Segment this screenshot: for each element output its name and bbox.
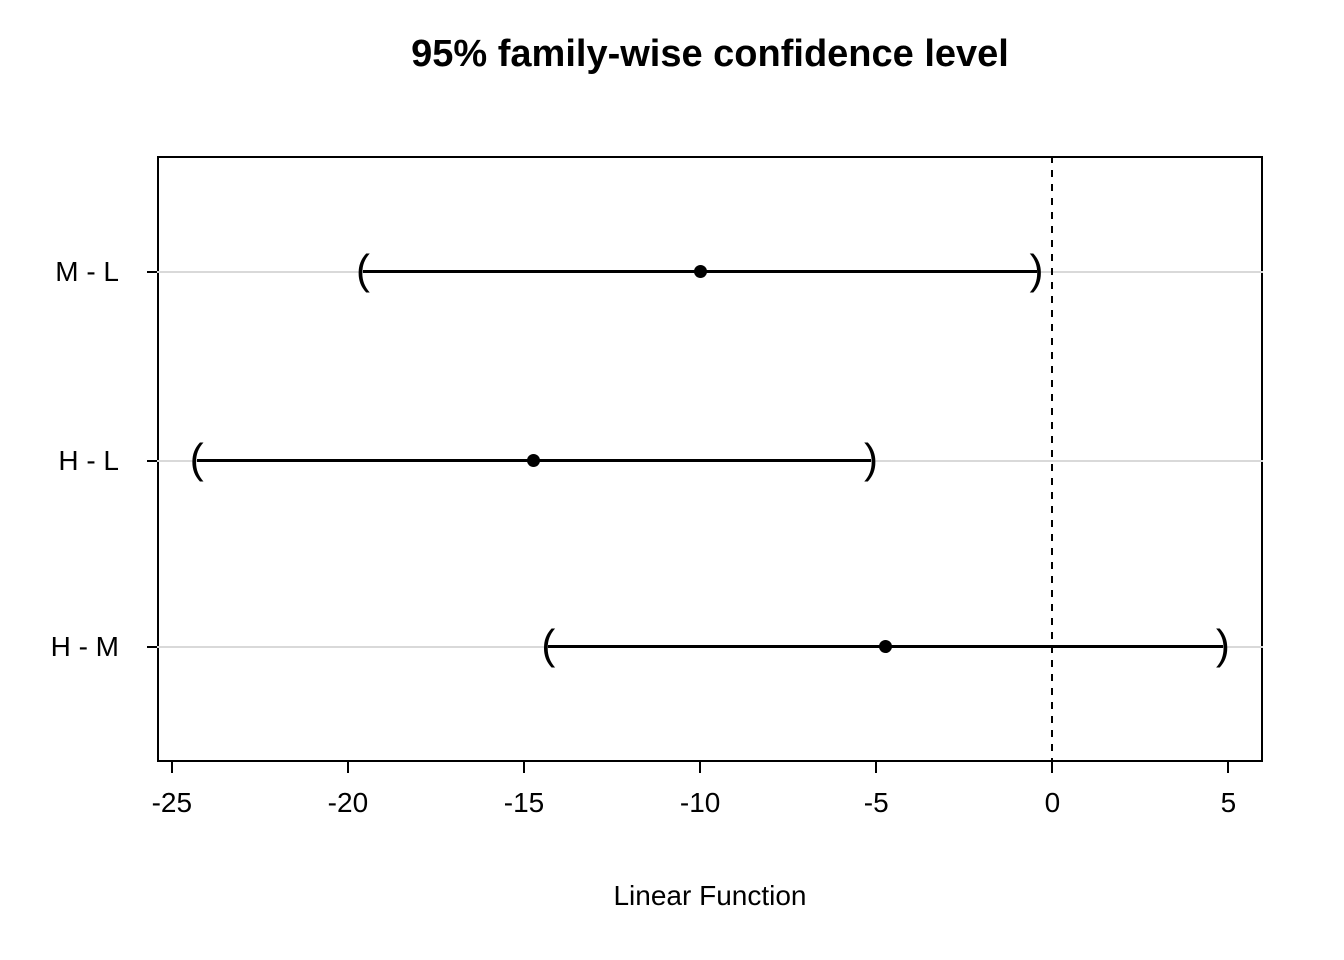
- ci-estimate-dot: [527, 454, 541, 467]
- x-axis-title: Linear Function: [613, 880, 807, 911]
- ci-lower-paren: (: [541, 620, 556, 668]
- y-tick: [147, 459, 157, 462]
- x-tick-label: -10: [679, 787, 721, 818]
- ci-upper-paren: ): [863, 434, 878, 482]
- x-tick-label: -25: [151, 787, 193, 818]
- ci-estimate-dot: [878, 640, 892, 654]
- x-tick-label: 0: [1044, 787, 1061, 818]
- ci-upper-paren: ): [1215, 620, 1230, 668]
- y-tick-label: H - M: [50, 630, 119, 662]
- x-tick: [170, 762, 173, 773]
- x-tick-label: -15: [503, 787, 545, 818]
- x-tick-label: -5: [863, 787, 889, 818]
- plot-area: M - L () H - L () H - M () -25 -20 -15 -10 -5 0 5: [51, 156, 1263, 818]
- y-tick: [147, 645, 157, 648]
- ci-upper-paren: ): [1029, 245, 1044, 293]
- y-tick: [147, 270, 157, 273]
- reference-line: [1051, 156, 1054, 762]
- plot-title: 95% family-wise confidence level: [411, 33, 1009, 75]
- x-tick: [346, 762, 349, 773]
- ci-lower-paren: (: [356, 245, 371, 293]
- ci-estimate-dot: [693, 265, 707, 278]
- x-tick: [1227, 762, 1230, 773]
- x-tick-label: -20: [327, 787, 369, 818]
- x-tick: [875, 762, 878, 773]
- y-tick-label: M - L: [55, 255, 119, 287]
- x-tick-label: 5: [1220, 787, 1237, 818]
- x-tick: [1051, 762, 1054, 773]
- x-tick: [699, 762, 702, 773]
- x-tick: [523, 762, 526, 773]
- ci-lower-paren: (: [189, 434, 204, 482]
- y-tick-label: H - L: [58, 444, 119, 476]
